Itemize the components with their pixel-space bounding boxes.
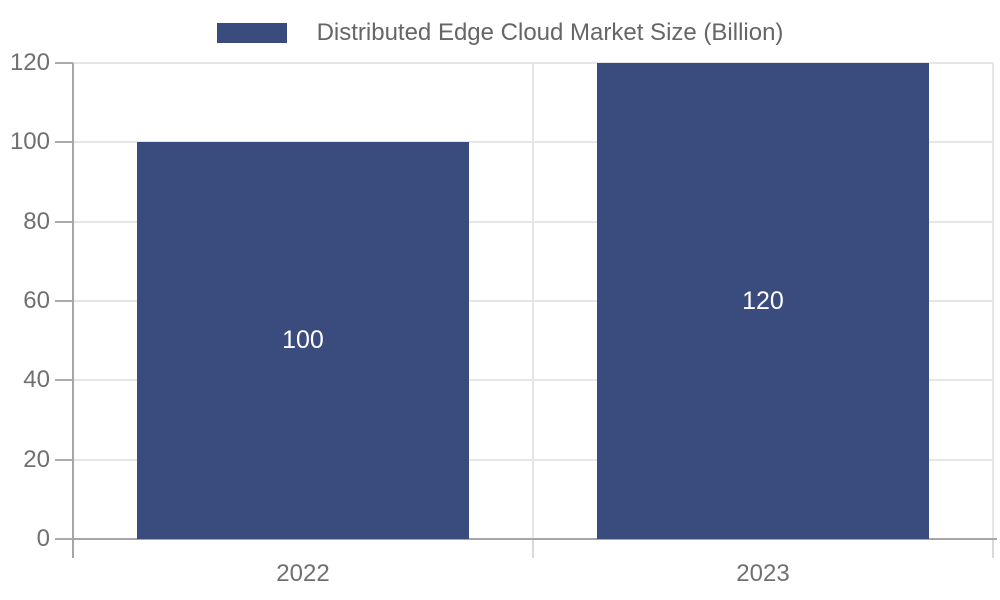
y-axis-tick-label: 100 <box>9 128 50 156</box>
y-tick-mark <box>55 538 73 540</box>
y-tick-mark <box>55 458 73 461</box>
y-axis-tick-label: 60 <box>23 287 50 314</box>
y-tick-mark <box>55 220 73 223</box>
y-axis-tick-label: 120 <box>9 49 50 76</box>
x-axis-tick-label: 2022 <box>276 560 330 587</box>
y-axis-tick-label: 20 <box>23 445 50 473</box>
bar-2023[interactable]: 120 <box>597 63 929 539</box>
x-tick-mark <box>532 539 534 558</box>
y-axis-tick-label: 40 <box>23 366 50 394</box>
bar-value-label: 100 <box>282 326 324 355</box>
bar-value-label: 120 <box>742 286 784 315</box>
y-tick-mark <box>55 379 73 382</box>
y-axis-line <box>72 63 74 558</box>
bar-2022[interactable]: 100 <box>137 142 469 539</box>
y-tick-mark <box>55 300 73 302</box>
legend-item[interactable]: Distributed Edge Cloud Market Size (Bill… <box>0 16 1000 50</box>
y-tick-mark <box>55 141 73 144</box>
x-axis-line <box>72 538 997 540</box>
x-gridline <box>532 63 534 539</box>
x-gridline <box>992 63 994 539</box>
legend-label: Distributed Edge Cloud Market Size (Bill… <box>316 19 784 46</box>
y-tick-mark <box>55 62 73 64</box>
legend-swatch <box>216 23 287 43</box>
y-axis-tick-label: 80 <box>23 207 50 235</box>
x-axis-tick-label: 2023 <box>736 560 790 587</box>
x-tick-mark <box>992 539 994 558</box>
y-axis-tick-label: 0 <box>36 525 50 552</box>
